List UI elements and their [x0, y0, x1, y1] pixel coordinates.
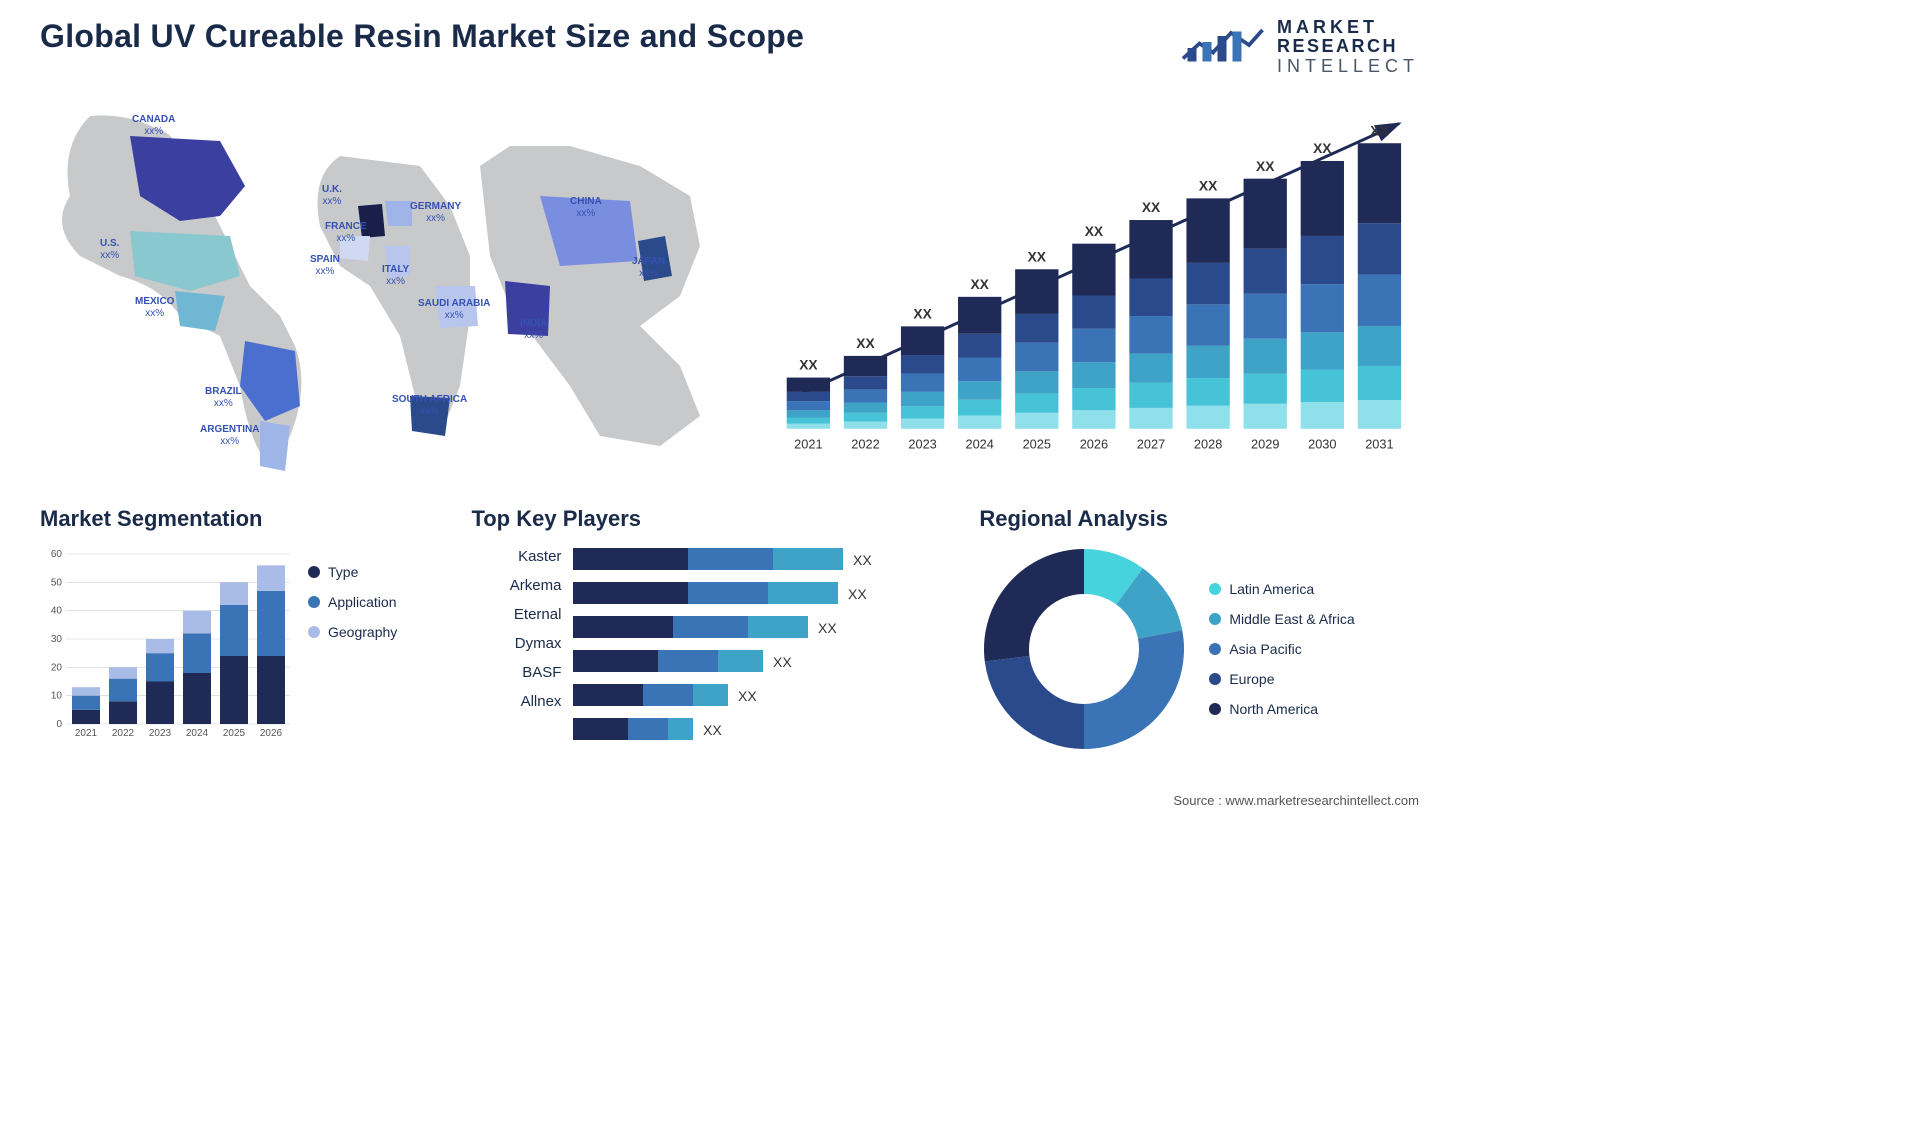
- svg-text:2029: 2029: [1251, 437, 1279, 452]
- world-map: CANADAxx% U.S.xx% MEXICOxx% BRAZILxx% ARGENT…: [40, 86, 729, 486]
- map-label: MEXICOxx%: [135, 296, 174, 319]
- players-chart: XX XX XX XX XX XX: [573, 544, 933, 749]
- page-title: Global UV Cureable Resin Market Size and…: [40, 18, 804, 55]
- svg-text:XX: XX: [1256, 159, 1275, 174]
- legend-item: Middle East & Africa: [1209, 611, 1354, 627]
- player-name: Eternal: [471, 606, 561, 623]
- svg-text:XX: XX: [853, 552, 872, 568]
- svg-text:XX: XX: [1313, 141, 1332, 156]
- map-label: BRAZILxx%: [205, 386, 242, 409]
- svg-text:2025: 2025: [223, 728, 246, 739]
- map-label: SOUTH AFRICAxx%: [392, 394, 467, 417]
- segmentation-chart: 0 10 20 30 40 50 60 2021 2022 2023 2024 2025 2026: [40, 544, 290, 744]
- svg-text:2023: 2023: [149, 728, 172, 739]
- legend-item: North America: [1209, 701, 1354, 717]
- svg-text:XX: XX: [773, 654, 792, 670]
- svg-text:20: 20: [51, 663, 63, 674]
- svg-text:XX: XX: [971, 277, 990, 292]
- svg-text:60: 60: [51, 549, 63, 560]
- svg-text:XX: XX: [1142, 200, 1161, 215]
- map-label: FRANCExx%: [325, 221, 367, 244]
- svg-text:2026: 2026: [260, 728, 283, 739]
- regional-title: Regional Analysis: [979, 506, 1419, 532]
- svg-text:30: 30: [51, 634, 63, 645]
- svg-text:10: 10: [51, 691, 63, 702]
- svg-text:2024: 2024: [966, 437, 994, 452]
- segmentation-legend: Type Application Geography: [308, 544, 397, 744]
- map-label: JAPANxx%: [632, 256, 665, 279]
- svg-text:XX: XX: [856, 336, 875, 351]
- svg-text:2031: 2031: [1365, 437, 1393, 452]
- legend-item: Europe: [1209, 671, 1354, 687]
- svg-text:XX: XX: [914, 307, 933, 322]
- map-label: ITALYxx%: [382, 264, 409, 287]
- svg-text:2022: 2022: [112, 728, 135, 739]
- svg-text:2030: 2030: [1308, 437, 1336, 452]
- svg-text:XX: XX: [1370, 124, 1389, 139]
- map-label: SAUDI ARABIAxx%: [418, 298, 490, 321]
- source-attribution: Source : www.marketresearchintellect.com: [1173, 793, 1419, 808]
- map-label: U.K.xx%: [322, 184, 342, 207]
- svg-text:40: 40: [51, 606, 63, 617]
- svg-text:2023: 2023: [909, 437, 937, 452]
- svg-text:2026: 2026: [1080, 437, 1108, 452]
- svg-text:2021: 2021: [794, 437, 822, 452]
- players-title: Top Key Players: [471, 506, 949, 532]
- map-label: SPAINxx%: [310, 254, 340, 277]
- map-label: ARGENTINAxx%: [200, 424, 259, 447]
- svg-text:2022: 2022: [851, 437, 879, 452]
- logo-bars-icon: [1177, 20, 1267, 75]
- player-name: Dymax: [471, 635, 561, 652]
- logo-text-2: RESEARCH: [1277, 37, 1419, 56]
- legend-item: Type: [308, 564, 397, 580]
- regional-donut: [979, 544, 1189, 754]
- market-growth-chart: XX 2021 XX 2022 XX 2023 XX 2024 XX 2025 XX 2026 XX 20…: [769, 86, 1419, 486]
- map-label: U.S.xx%: [100, 238, 119, 261]
- svg-text:XX: XX: [818, 620, 837, 636]
- svg-text:XX: XX: [1085, 224, 1104, 239]
- map-label: INDIAxx%: [520, 318, 547, 341]
- map-label: CHINAxx%: [570, 196, 602, 219]
- map-label: GERMANYxx%: [410, 201, 461, 224]
- svg-text:XX: XX: [848, 586, 867, 602]
- svg-text:0: 0: [56, 719, 62, 730]
- svg-text:2021: 2021: [75, 728, 98, 739]
- svg-text:50: 50: [51, 578, 63, 589]
- player-name: Arkema: [471, 577, 561, 594]
- svg-text:XX: XX: [1028, 250, 1047, 265]
- brand-logo: MARKET RESEARCH INTELLECT: [1177, 18, 1419, 76]
- svg-text:2027: 2027: [1137, 437, 1165, 452]
- regional-legend: Latin America Middle East & Africa Asia Pa…: [1209, 581, 1354, 717]
- svg-text:2025: 2025: [1023, 437, 1051, 452]
- svg-text:2024: 2024: [186, 728, 209, 739]
- svg-text:2028: 2028: [1194, 437, 1222, 452]
- player-name: Kaster: [471, 548, 561, 565]
- map-label: CANADAxx%: [132, 114, 175, 137]
- svg-text:XX: XX: [799, 358, 818, 373]
- svg-text:XX: XX: [738, 688, 757, 704]
- legend-item: Asia Pacific: [1209, 641, 1354, 657]
- segmentation-title: Market Segmentation: [40, 506, 441, 532]
- logo-text-1: MARKET: [1277, 18, 1419, 37]
- svg-text:XX: XX: [703, 722, 722, 738]
- svg-text:XX: XX: [1199, 179, 1218, 194]
- logo-text-3: INTELLECT: [1277, 57, 1419, 76]
- legend-item: Application: [308, 594, 397, 610]
- players-name-column: Kaster Arkema Eternal Dymax BASF Allnex: [471, 544, 561, 749]
- player-name: BASF: [471, 664, 561, 681]
- player-name: Allnex: [471, 693, 561, 710]
- legend-item: Geography: [308, 624, 397, 640]
- legend-item: Latin America: [1209, 581, 1354, 597]
